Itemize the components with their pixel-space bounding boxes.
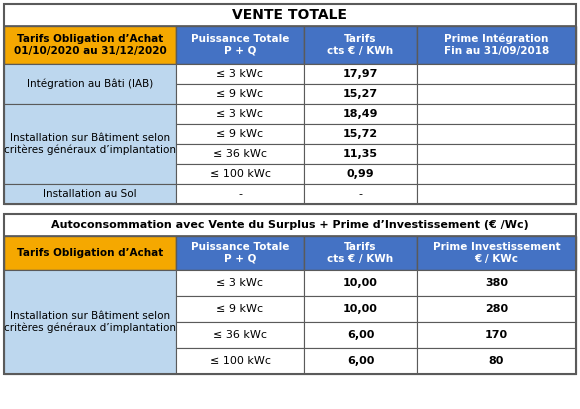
Bar — [417, 164, 576, 184]
Text: Tarifs
cts € / KWh: Tarifs cts € / KWh — [328, 34, 394, 56]
Bar — [417, 322, 576, 348]
Text: -: - — [358, 189, 362, 199]
Bar — [417, 184, 576, 204]
Text: 17,97: 17,97 — [343, 69, 378, 79]
Bar — [4, 214, 576, 236]
Text: VENTE TOTALE: VENTE TOTALE — [233, 8, 347, 22]
Text: Prime Intégration
Fin au 31/09/2018: Prime Intégration Fin au 31/09/2018 — [444, 34, 549, 56]
Bar — [417, 26, 576, 64]
Text: ≤ 3 kWc: ≤ 3 kWc — [216, 278, 263, 288]
Text: 6,00: 6,00 — [347, 330, 374, 340]
Text: -: - — [238, 189, 242, 199]
Text: 11,35: 11,35 — [343, 149, 378, 159]
Bar — [417, 236, 576, 270]
Text: ≤ 100 kWc: ≤ 100 kWc — [209, 169, 270, 179]
Text: Tarifs
cts € / KWh: Tarifs cts € / KWh — [328, 242, 394, 264]
Text: ≤ 3 kWc: ≤ 3 kWc — [216, 109, 263, 119]
Text: 380: 380 — [485, 278, 508, 288]
Text: 15,27: 15,27 — [343, 89, 378, 99]
Bar — [176, 296, 304, 322]
Bar — [176, 270, 304, 296]
Bar — [304, 270, 417, 296]
Text: Tarifs Obligation d’Achat
01/10/2020 au 31/12/2020: Tarifs Obligation d’Achat 01/10/2020 au … — [13, 34, 166, 56]
Bar — [304, 104, 417, 124]
Text: ≤ 9 kWc: ≤ 9 kWc — [216, 129, 263, 139]
Bar — [4, 184, 176, 204]
Text: Puissance Totale
P + Q: Puissance Totale P + Q — [191, 34, 289, 56]
Bar — [304, 236, 417, 270]
Bar — [176, 84, 304, 104]
Bar — [417, 104, 576, 124]
Bar — [304, 164, 417, 184]
Text: Tarifs Obligation d’Achat: Tarifs Obligation d’Achat — [17, 248, 163, 258]
Text: 10,00: 10,00 — [343, 278, 378, 288]
Bar — [4, 214, 576, 374]
Bar — [304, 26, 417, 64]
Bar — [4, 64, 176, 104]
Text: 80: 80 — [489, 356, 504, 366]
Bar — [304, 124, 417, 144]
Bar — [304, 64, 417, 84]
Bar — [4, 4, 576, 204]
Bar — [176, 124, 304, 144]
Bar — [176, 144, 304, 164]
Text: 10,00: 10,00 — [343, 304, 378, 314]
Bar — [304, 322, 417, 348]
Text: Prime Investissement
€ / KWc: Prime Investissement € / KWc — [433, 242, 560, 264]
Text: 170: 170 — [485, 330, 508, 340]
Text: ≤ 3 kWc: ≤ 3 kWc — [216, 69, 263, 79]
Bar — [304, 184, 417, 204]
Bar — [4, 26, 176, 64]
Text: Intégration au Bâti (IAB): Intégration au Bâti (IAB) — [27, 79, 153, 89]
Text: Installation sur Bâtiment selon
critères généraux d’implantation: Installation sur Bâtiment selon critères… — [4, 133, 176, 155]
Bar — [176, 26, 304, 64]
Text: 0,99: 0,99 — [347, 169, 374, 179]
Bar — [4, 4, 576, 26]
Bar — [417, 124, 576, 144]
Text: 6,00: 6,00 — [347, 356, 374, 366]
Text: ≤ 36 kWc: ≤ 36 kWc — [213, 330, 267, 340]
Bar — [417, 144, 576, 164]
Bar — [417, 270, 576, 296]
Bar — [176, 64, 304, 84]
Text: ≤ 9 kWc: ≤ 9 kWc — [216, 89, 263, 99]
Bar — [417, 64, 576, 84]
Bar — [417, 348, 576, 374]
Bar — [176, 104, 304, 124]
Bar — [304, 84, 417, 104]
Bar — [176, 236, 304, 270]
Bar — [304, 144, 417, 164]
Text: 15,72: 15,72 — [343, 129, 378, 139]
Text: ≤ 9 kWc: ≤ 9 kWc — [216, 304, 263, 314]
Text: Installation sur Bâtiment selon
critères généraux d’implantation: Installation sur Bâtiment selon critères… — [4, 311, 176, 333]
Text: Installation au Sol: Installation au Sol — [43, 189, 137, 199]
Text: ≤ 36 kWc: ≤ 36 kWc — [213, 149, 267, 159]
Text: Autoconsommation avec Vente du Surplus + Prime d’Investissement (€ /Wc): Autoconsommation avec Vente du Surplus +… — [51, 220, 529, 230]
Bar — [176, 348, 304, 374]
Bar — [304, 296, 417, 322]
Bar — [176, 322, 304, 348]
Bar — [417, 84, 576, 104]
Text: 18,49: 18,49 — [343, 109, 378, 119]
Bar — [4, 236, 176, 270]
Text: ≤ 100 kWc: ≤ 100 kWc — [209, 356, 270, 366]
Bar — [304, 348, 417, 374]
Bar — [176, 164, 304, 184]
Bar — [4, 104, 176, 184]
Text: Puissance Totale
P + Q: Puissance Totale P + Q — [191, 242, 289, 264]
Text: 280: 280 — [485, 304, 508, 314]
Bar — [176, 184, 304, 204]
Bar — [417, 296, 576, 322]
Bar — [4, 270, 176, 374]
